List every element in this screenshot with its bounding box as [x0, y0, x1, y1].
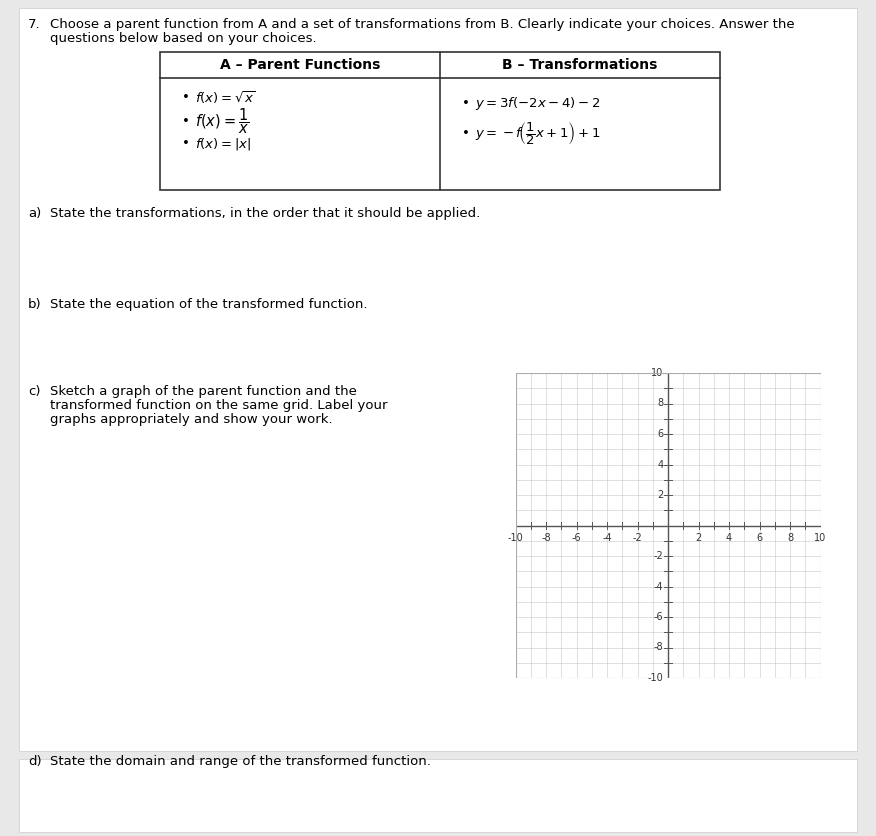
Text: -4: -4	[653, 582, 663, 592]
FancyBboxPatch shape	[19, 8, 857, 751]
Text: Choose a parent function from A and a set of transformations from B. Clearly ind: Choose a parent function from A and a se…	[50, 18, 795, 31]
Text: 7.: 7.	[28, 18, 40, 31]
Text: questions below based on your choices.: questions below based on your choices.	[50, 32, 316, 45]
Text: -6: -6	[653, 612, 663, 622]
Text: 6: 6	[757, 533, 763, 543]
Bar	[160, 52, 720, 190]
Text: 2: 2	[657, 490, 663, 500]
Text: -10: -10	[647, 673, 663, 683]
Text: B – Transformations: B – Transformations	[502, 58, 658, 72]
Text: -10: -10	[507, 533, 523, 543]
Text: -8: -8	[541, 533, 551, 543]
Text: 4: 4	[657, 460, 663, 470]
Text: 8: 8	[657, 399, 663, 409]
Text: 10: 10	[815, 533, 827, 543]
Text: 8: 8	[787, 533, 793, 543]
Text: State the equation of the transformed function.: State the equation of the transformed fu…	[50, 298, 368, 311]
Text: $y = -f\!\left(\dfrac{1}{2}x + 1\right) + 1$: $y = -f\!\left(\dfrac{1}{2}x + 1\right) …	[475, 120, 600, 147]
Text: Sketch a graph of the parent function and the: Sketch a graph of the parent function an…	[50, 385, 357, 398]
Text: State the transformations, in the order that it should be applied.: State the transformations, in the order …	[50, 207, 480, 220]
Text: A – Parent Functions: A – Parent Functions	[220, 58, 380, 72]
Text: •: •	[182, 137, 190, 150]
Text: -4: -4	[602, 533, 611, 543]
Text: •: •	[462, 128, 470, 140]
Text: 6: 6	[657, 429, 663, 439]
Text: $y = 3f(-2x - 4) - 2$: $y = 3f(-2x - 4) - 2$	[475, 95, 600, 113]
Text: •: •	[182, 115, 190, 128]
Text: 10: 10	[651, 368, 663, 378]
Text: •: •	[182, 91, 190, 104]
Text: $f(x) = \dfrac{1}{x}$: $f(x) = \dfrac{1}{x}$	[195, 106, 250, 135]
Text: -2: -2	[653, 551, 663, 561]
Text: $f(x) = |x|$: $f(x) = |x|$	[195, 136, 251, 152]
Text: a): a)	[28, 207, 41, 220]
Text: 4: 4	[726, 533, 732, 543]
Text: $f(x) = \sqrt{x}$: $f(x) = \sqrt{x}$	[195, 89, 256, 106]
Text: -2: -2	[632, 533, 642, 543]
Text: transformed function on the same grid. Label your: transformed function on the same grid. L…	[50, 399, 387, 412]
Text: -8: -8	[653, 643, 663, 653]
Text: -6: -6	[572, 533, 582, 543]
Text: 2: 2	[696, 533, 702, 543]
Text: d): d)	[28, 755, 42, 768]
Text: b): b)	[28, 298, 42, 311]
FancyBboxPatch shape	[19, 759, 857, 832]
Text: •: •	[462, 98, 470, 110]
Text: graphs appropriately and show your work.: graphs appropriately and show your work.	[50, 413, 333, 426]
Text: c): c)	[28, 385, 40, 398]
Text: State the domain and range of the transformed function.: State the domain and range of the transf…	[50, 755, 431, 768]
